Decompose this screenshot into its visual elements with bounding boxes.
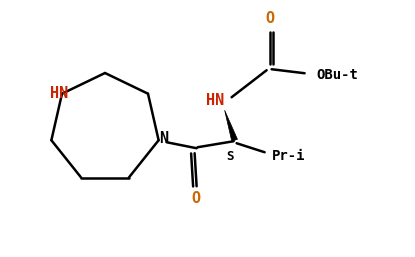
- Text: S: S: [226, 150, 233, 163]
- Text: O: O: [265, 11, 274, 26]
- Polygon shape: [225, 110, 237, 141]
- Text: HN: HN: [50, 86, 68, 101]
- Text: N: N: [159, 131, 168, 146]
- Text: O: O: [191, 191, 200, 206]
- Text: HN: HN: [207, 93, 225, 108]
- Text: OBu-t: OBu-t: [317, 68, 359, 82]
- Text: Pr-i: Pr-i: [272, 149, 305, 163]
